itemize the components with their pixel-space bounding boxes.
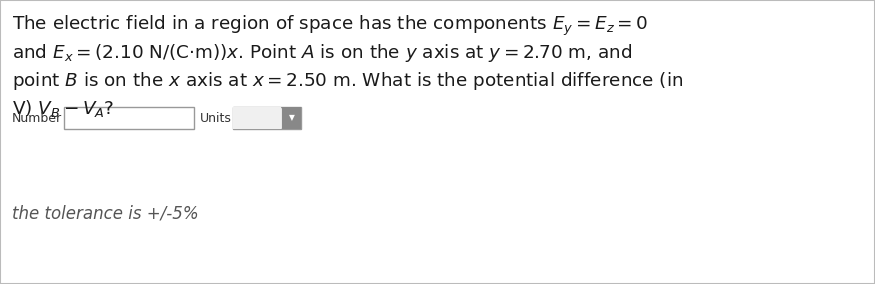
Text: and $E_x = (2.10\ \mathrm{N/(C{\cdot}m)})x$. Point $A$ is on the $y$ axis at $y : and $E_x = (2.10\ \mathrm{N/(C{\cdot}m)}… xyxy=(12,42,632,64)
Text: ▼: ▼ xyxy=(289,114,294,122)
Text: Number: Number xyxy=(12,112,62,124)
FancyBboxPatch shape xyxy=(233,107,281,129)
FancyBboxPatch shape xyxy=(282,107,301,129)
Text: V) $V_B - V_A$?: V) $V_B - V_A$? xyxy=(12,98,115,119)
Text: Units: Units xyxy=(200,112,232,124)
Text: point $B$ is on the $x$ axis at $x = 2.50\ \mathrm{m}$. What is the potential di: point $B$ is on the $x$ axis at $x = 2.5… xyxy=(12,70,683,92)
Text: The electric field in a region of space has the components $E_y = E_z = 0$: The electric field in a region of space … xyxy=(12,14,648,38)
FancyBboxPatch shape xyxy=(64,107,194,129)
FancyBboxPatch shape xyxy=(233,107,301,129)
Text: the tolerance is +/-5%: the tolerance is +/-5% xyxy=(12,205,199,223)
